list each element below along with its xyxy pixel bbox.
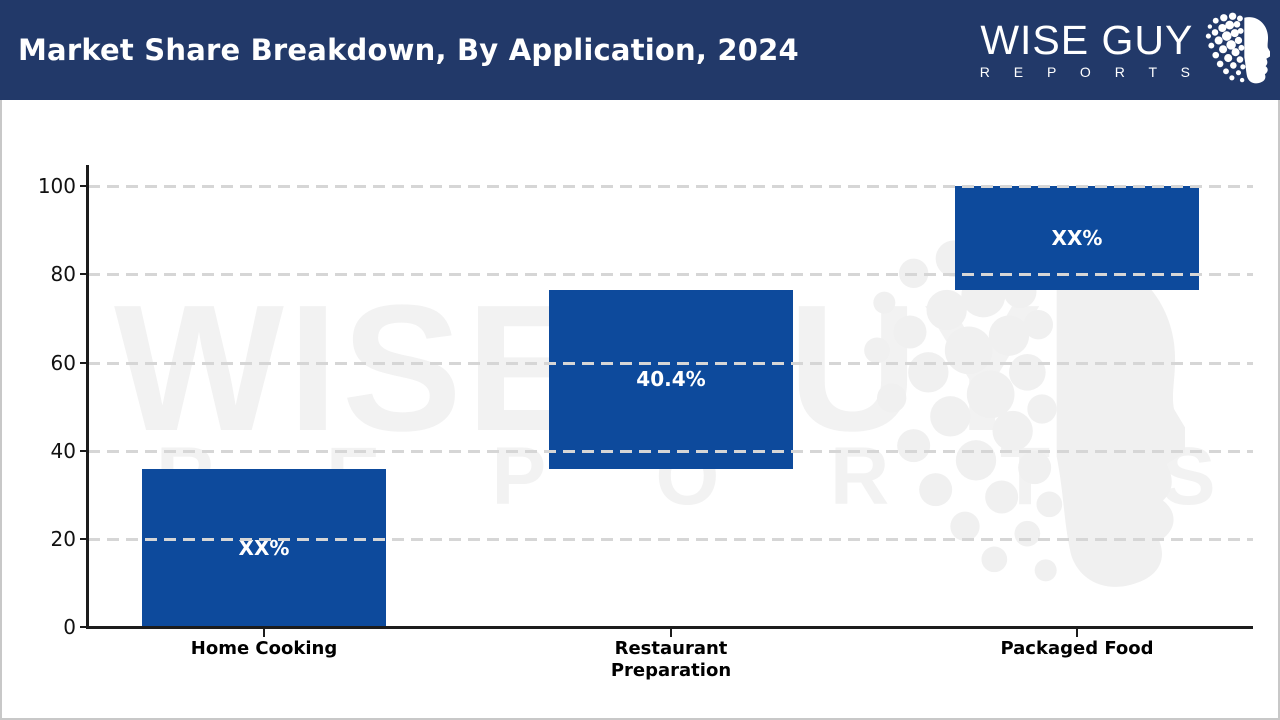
x-category-label-restaurant-preparation: Restaurant Preparation — [511, 638, 831, 682]
page-left-border — [0, 100, 2, 720]
bar-value-label: 40.4% — [636, 367, 706, 392]
wise-guy-reports-logo: WISE GUY R E P O R T S — [974, 8, 1270, 92]
gridline-40 — [88, 449, 1253, 453]
bar-packaged-food: XX% — [955, 186, 1199, 291]
x-axis-tick — [670, 629, 672, 638]
x-axis-line — [86, 626, 1253, 630]
x-category-label-home-cooking: Home Cooking — [104, 638, 424, 660]
y-axis-tick-label: 0 — [63, 615, 76, 640]
y-axis-line — [86, 165, 89, 630]
chart-area: WISE GUY R E P O R T S XX% 40.4% XX% 0 20 40 6… — [0, 100, 1280, 720]
y-axis-tick — [80, 185, 89, 188]
bar-home-cooking: XX% — [142, 468, 386, 628]
x-category-label-line: Packaged Food — [1000, 638, 1154, 660]
x-axis-tick — [1076, 629, 1078, 638]
y-axis-tick-label: 100 — [37, 174, 76, 199]
y-axis-tick-label: 80 — [50, 262, 76, 287]
logo-wordmark: WISE GUY — [980, 17, 1194, 63]
x-axis-tick — [263, 629, 265, 638]
y-axis-tick — [80, 273, 89, 276]
bar-value-label: XX% — [1051, 226, 1103, 251]
logo-subtext: R E P O R T S — [979, 64, 1200, 80]
x-category-label-packaged-food: Packaged Food — [917, 638, 1237, 660]
x-category-label-line: Preparation — [610, 660, 732, 682]
gridline-20 — [88, 538, 1253, 542]
y-axis-tick-label: 20 — [50, 527, 76, 552]
gridline-60 — [88, 361, 1253, 365]
bar-restaurant-preparation: 40.4% — [549, 290, 793, 469]
y-axis-tick — [80, 361, 89, 364]
x-category-label-line: Home Cooking — [190, 638, 338, 660]
gridline-80 — [88, 273, 1253, 277]
header-bar: Market Share Breakdown, By Application, … — [0, 0, 1280, 100]
logo-head-icon — [1205, 12, 1270, 84]
page-right-border — [1278, 100, 1280, 720]
chart-title: Market Share Breakdown, By Application, … — [18, 33, 799, 67]
x-category-label-line: Restaurant — [614, 638, 728, 660]
y-axis-tick — [80, 626, 89, 629]
y-axis-tick-label: 40 — [50, 438, 76, 463]
y-axis-tick — [80, 449, 89, 452]
logo-text: WISE GUY R E P O R T S — [974, 17, 1200, 81]
y-axis-tick — [80, 538, 89, 541]
gridline-100 — [88, 185, 1253, 189]
page-bottom-border — [0, 718, 1280, 720]
y-axis-tick-label: 60 — [50, 350, 76, 375]
